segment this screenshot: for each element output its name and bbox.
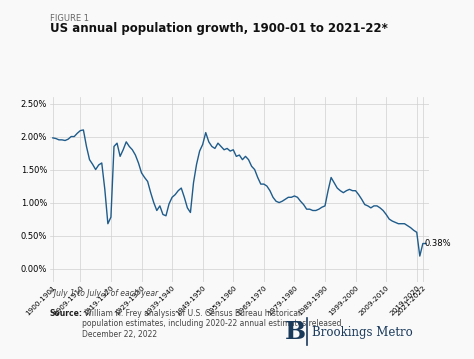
- Text: FIGURE 1: FIGURE 1: [50, 14, 89, 23]
- Text: Source:: Source:: [50, 309, 83, 318]
- Text: US annual population growth, 1900-01 to 2021-22*: US annual population growth, 1900-01 to …: [50, 22, 388, 34]
- Text: William H. Frey analysis of U.S. Census Bureau historical
population estimates, : William H. Frey analysis of U.S. Census …: [82, 309, 341, 339]
- Text: 0.38%: 0.38%: [424, 239, 451, 248]
- Text: Brookings Metro: Brookings Metro: [312, 326, 413, 339]
- Text: *July 1 to July 1 of each year: *July 1 to July 1 of each year: [50, 289, 158, 298]
- Text: B: B: [284, 320, 306, 344]
